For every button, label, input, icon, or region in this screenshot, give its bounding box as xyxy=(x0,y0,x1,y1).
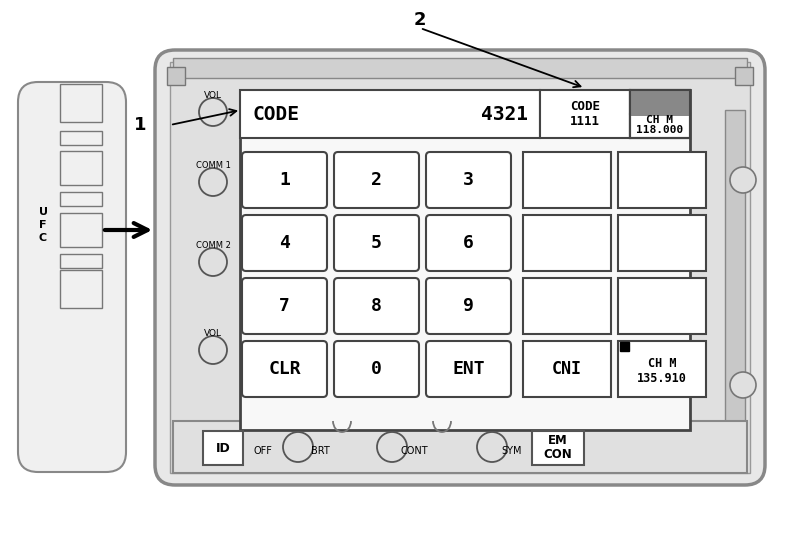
Bar xyxy=(630,90,690,117)
Bar xyxy=(60,254,102,268)
Bar xyxy=(523,341,611,397)
FancyBboxPatch shape xyxy=(242,278,327,334)
FancyBboxPatch shape xyxy=(242,152,327,208)
Bar xyxy=(60,270,102,308)
Text: 6: 6 xyxy=(463,234,474,252)
Bar xyxy=(618,341,706,397)
Text: 5: 5 xyxy=(371,234,382,252)
Text: 1: 1 xyxy=(279,171,290,189)
Text: 0: 0 xyxy=(371,360,382,378)
Bar xyxy=(203,431,243,465)
Text: CODE
1111: CODE 1111 xyxy=(570,100,600,128)
FancyBboxPatch shape xyxy=(426,215,511,271)
FancyBboxPatch shape xyxy=(334,152,419,208)
Bar xyxy=(630,114,690,138)
Circle shape xyxy=(199,248,227,276)
Text: 7: 7 xyxy=(279,297,290,315)
Circle shape xyxy=(477,432,507,462)
Text: 1: 1 xyxy=(134,116,146,134)
FancyBboxPatch shape xyxy=(334,341,419,397)
Text: CONT: CONT xyxy=(400,446,428,456)
Bar xyxy=(60,84,102,122)
Bar xyxy=(170,62,750,473)
Text: EM
CON: EM CON xyxy=(544,435,572,462)
Bar xyxy=(60,192,102,206)
Circle shape xyxy=(199,336,227,364)
Text: CODE: CODE xyxy=(252,105,299,124)
Text: 4321: 4321 xyxy=(481,105,528,124)
Circle shape xyxy=(730,167,756,193)
FancyBboxPatch shape xyxy=(334,278,419,334)
Text: BRT: BRT xyxy=(310,446,330,456)
FancyBboxPatch shape xyxy=(18,82,126,472)
Circle shape xyxy=(377,432,407,462)
Text: 4: 4 xyxy=(279,234,290,252)
FancyBboxPatch shape xyxy=(426,152,511,208)
FancyBboxPatch shape xyxy=(242,215,327,271)
Bar xyxy=(618,278,706,334)
FancyBboxPatch shape xyxy=(155,50,765,485)
Bar xyxy=(630,90,690,138)
FancyBboxPatch shape xyxy=(334,215,419,271)
FancyBboxPatch shape xyxy=(426,278,511,334)
Text: COMM 2: COMM 2 xyxy=(195,240,230,249)
Circle shape xyxy=(199,168,227,196)
Text: CNI: CNI xyxy=(552,360,582,378)
Text: VOL: VOL xyxy=(204,91,222,99)
Circle shape xyxy=(199,98,227,126)
Bar xyxy=(523,152,611,208)
Text: 3: 3 xyxy=(463,171,474,189)
Text: 8: 8 xyxy=(371,297,382,315)
Bar xyxy=(173,421,747,473)
Text: U
F
C: U F C xyxy=(38,207,47,243)
Bar xyxy=(618,215,706,271)
Bar xyxy=(240,90,690,430)
Text: CH M
135.910: CH M 135.910 xyxy=(637,357,687,385)
Bar xyxy=(60,213,102,247)
FancyBboxPatch shape xyxy=(242,341,327,397)
Bar xyxy=(532,431,584,465)
Bar xyxy=(60,151,102,185)
Bar xyxy=(620,342,629,351)
Circle shape xyxy=(730,372,756,398)
Bar xyxy=(167,67,185,85)
Text: ENT: ENT xyxy=(452,360,485,378)
Bar xyxy=(173,58,747,78)
Text: CLR: CLR xyxy=(268,360,301,378)
Text: VOL: VOL xyxy=(204,328,222,338)
Text: COMM 1: COMM 1 xyxy=(195,160,230,170)
FancyBboxPatch shape xyxy=(426,341,511,397)
Bar xyxy=(523,278,611,334)
Bar xyxy=(630,90,690,114)
Bar xyxy=(540,90,630,138)
Bar xyxy=(523,215,611,271)
Text: 2: 2 xyxy=(414,11,426,29)
Bar xyxy=(630,90,690,138)
Text: 2: 2 xyxy=(371,171,382,189)
Bar xyxy=(725,110,745,425)
Bar xyxy=(618,152,706,208)
Bar xyxy=(60,131,102,145)
Bar xyxy=(240,90,540,138)
Bar xyxy=(735,67,753,85)
Circle shape xyxy=(283,432,313,462)
Text: CH M
118.000: CH M 118.000 xyxy=(636,114,684,136)
Text: 9: 9 xyxy=(463,297,474,315)
Text: SYM: SYM xyxy=(502,446,522,456)
Text: ID: ID xyxy=(216,442,230,455)
Text: OFF: OFF xyxy=(254,446,273,456)
